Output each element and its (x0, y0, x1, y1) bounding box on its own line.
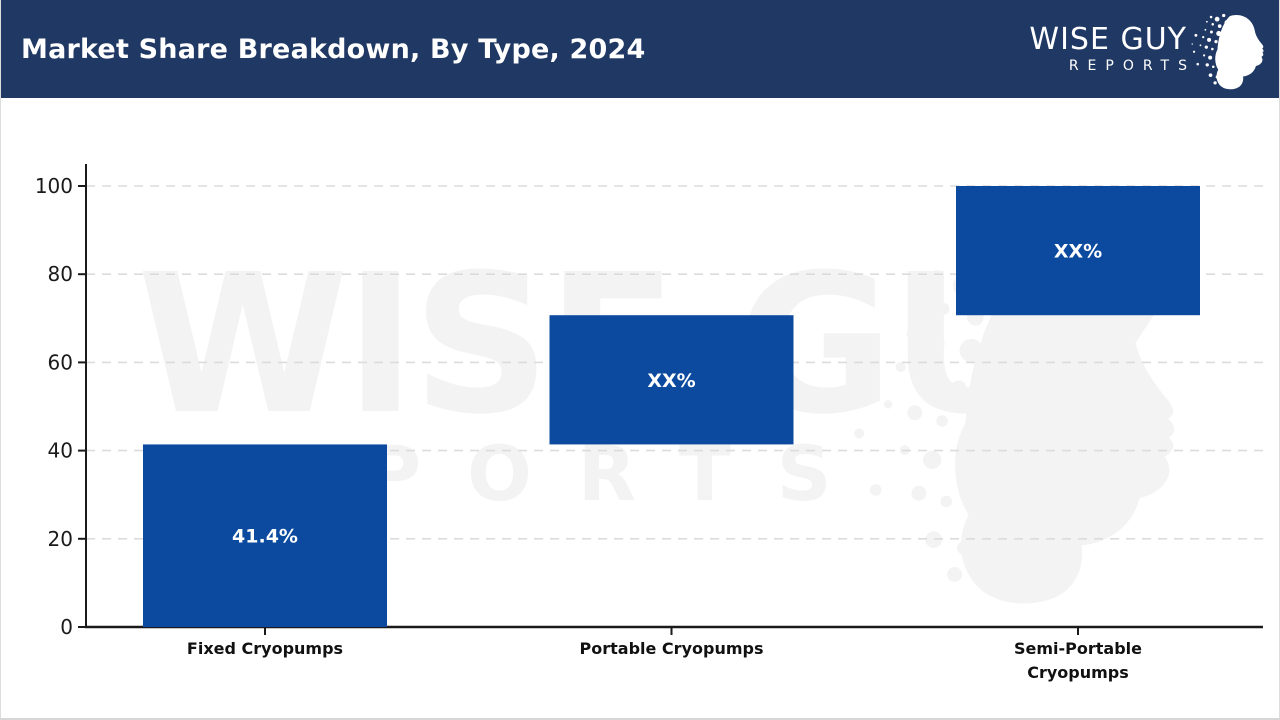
face-dot (958, 460, 972, 474)
bar-value-label: 41.4% (232, 526, 298, 548)
face-dot (895, 362, 906, 373)
face-dot (1224, 19, 1231, 26)
bar-segment (956, 186, 1200, 316)
bar-value-label: XX% (1054, 241, 1102, 263)
face-dot (906, 329, 915, 339)
face-dot (1208, 55, 1213, 60)
y-tick-label: 80 (48, 262, 73, 286)
face-dot (1196, 62, 1200, 66)
face-dot (1214, 16, 1220, 22)
face-dot (1220, 36, 1228, 44)
y-tick-label: 40 (48, 439, 73, 463)
face-dot (1000, 408, 1017, 426)
face-dot (1216, 57, 1219, 61)
face-dot (988, 450, 1012, 475)
face-dot (918, 370, 937, 389)
face-dot (1205, 63, 1209, 67)
face-dot (1217, 47, 1223, 53)
face-dot (1204, 28, 1207, 31)
y-tick-label: 0 (60, 615, 73, 639)
y-tick-label: 20 (48, 527, 73, 551)
chart-region: WISE GUY REPORTS 0 20 40 60 80 100 41.4% Fixed … (1, 98, 1279, 718)
brand-reports-label: REPORTS (1068, 58, 1196, 74)
face-dot (1207, 37, 1212, 42)
y-tick-label: 100 (35, 174, 73, 198)
face-dot (847, 395, 855, 402)
face-dot (1211, 23, 1215, 26)
face-dot (1222, 13, 1226, 18)
face-dot (884, 400, 893, 409)
face-dot (1214, 40, 1218, 44)
x-category-label: Fixed Cryopumps (187, 639, 343, 658)
face-dot (951, 380, 967, 396)
face-dot (1002, 492, 1018, 508)
face-dot (947, 567, 963, 582)
face-profile-shape (955, 266, 1175, 604)
face-dot (1216, 30, 1222, 37)
face-dot (1213, 81, 1217, 85)
face-dot (1225, 64, 1230, 69)
x-category-label: Cryopumps (1027, 663, 1129, 682)
face-dot (1203, 54, 1206, 57)
face-dot (1199, 44, 1202, 47)
header-bar: Market Share Breakdown, By Type, 2024 WI… (1, 0, 1279, 98)
face-dot (1192, 50, 1196, 53)
page-title: Market Share Breakdown, By Type, 2024 (21, 33, 646, 65)
face-dot (923, 450, 942, 470)
face-dot (1204, 45, 1208, 49)
x-category-label: Portable Cryopumps (580, 639, 764, 658)
face-dot (1211, 65, 1215, 69)
face-dot (1211, 47, 1214, 51)
face-dot (1215, 75, 1219, 79)
face-dot (996, 333, 1016, 352)
bar-segment (143, 444, 387, 627)
waterfall-chart-canvas: 0 20 40 60 80 100 41.4% Fixed Cryopumps XX% Porta… (35, 163, 1263, 682)
brand-text: WISE GUY REPORTS (1029, 22, 1187, 74)
face-dot (1205, 20, 1208, 23)
face-dot (1220, 82, 1224, 86)
face-dot (931, 337, 945, 351)
face-dot (981, 364, 1011, 395)
face-dot (907, 405, 923, 421)
face-dot (1202, 36, 1205, 39)
face-profile-shape (1215, 15, 1264, 90)
face-dot (937, 303, 950, 315)
face-dot (1209, 15, 1213, 19)
face-dot (913, 293, 922, 302)
face-dot (966, 414, 988, 436)
face-dot (1208, 73, 1213, 77)
face-dot (979, 572, 992, 585)
face-dot (1224, 29, 1229, 34)
face-dot (911, 485, 927, 501)
face-dot (930, 269, 943, 282)
face-dot (1209, 30, 1213, 34)
face-dot (1218, 66, 1223, 71)
x-category-label: Semi-Portable (1014, 639, 1142, 658)
face-dot (869, 484, 882, 496)
bar-segment (549, 315, 794, 445)
face-dot (854, 428, 865, 439)
face-dot (1225, 46, 1229, 50)
face-dot (959, 338, 983, 363)
face-dot (1194, 33, 1198, 37)
face-dot (957, 541, 971, 555)
dotted-face-icon (1191, 13, 1264, 90)
face-dot (940, 495, 953, 508)
brand-wordmark: WISE GUY (1029, 22, 1187, 57)
brand-logo: WISE GUY REPORTS (1029, 6, 1273, 92)
face-dot (1217, 24, 1222, 28)
face-dot (1191, 43, 1193, 45)
y-tick-label: 60 (48, 350, 73, 374)
face-dot (925, 531, 943, 548)
face-dot (969, 498, 990, 519)
face-dot (1222, 55, 1228, 61)
face-dot (936, 415, 948, 427)
face-dot (1222, 73, 1227, 78)
bar-value-label: XX% (647, 370, 695, 392)
